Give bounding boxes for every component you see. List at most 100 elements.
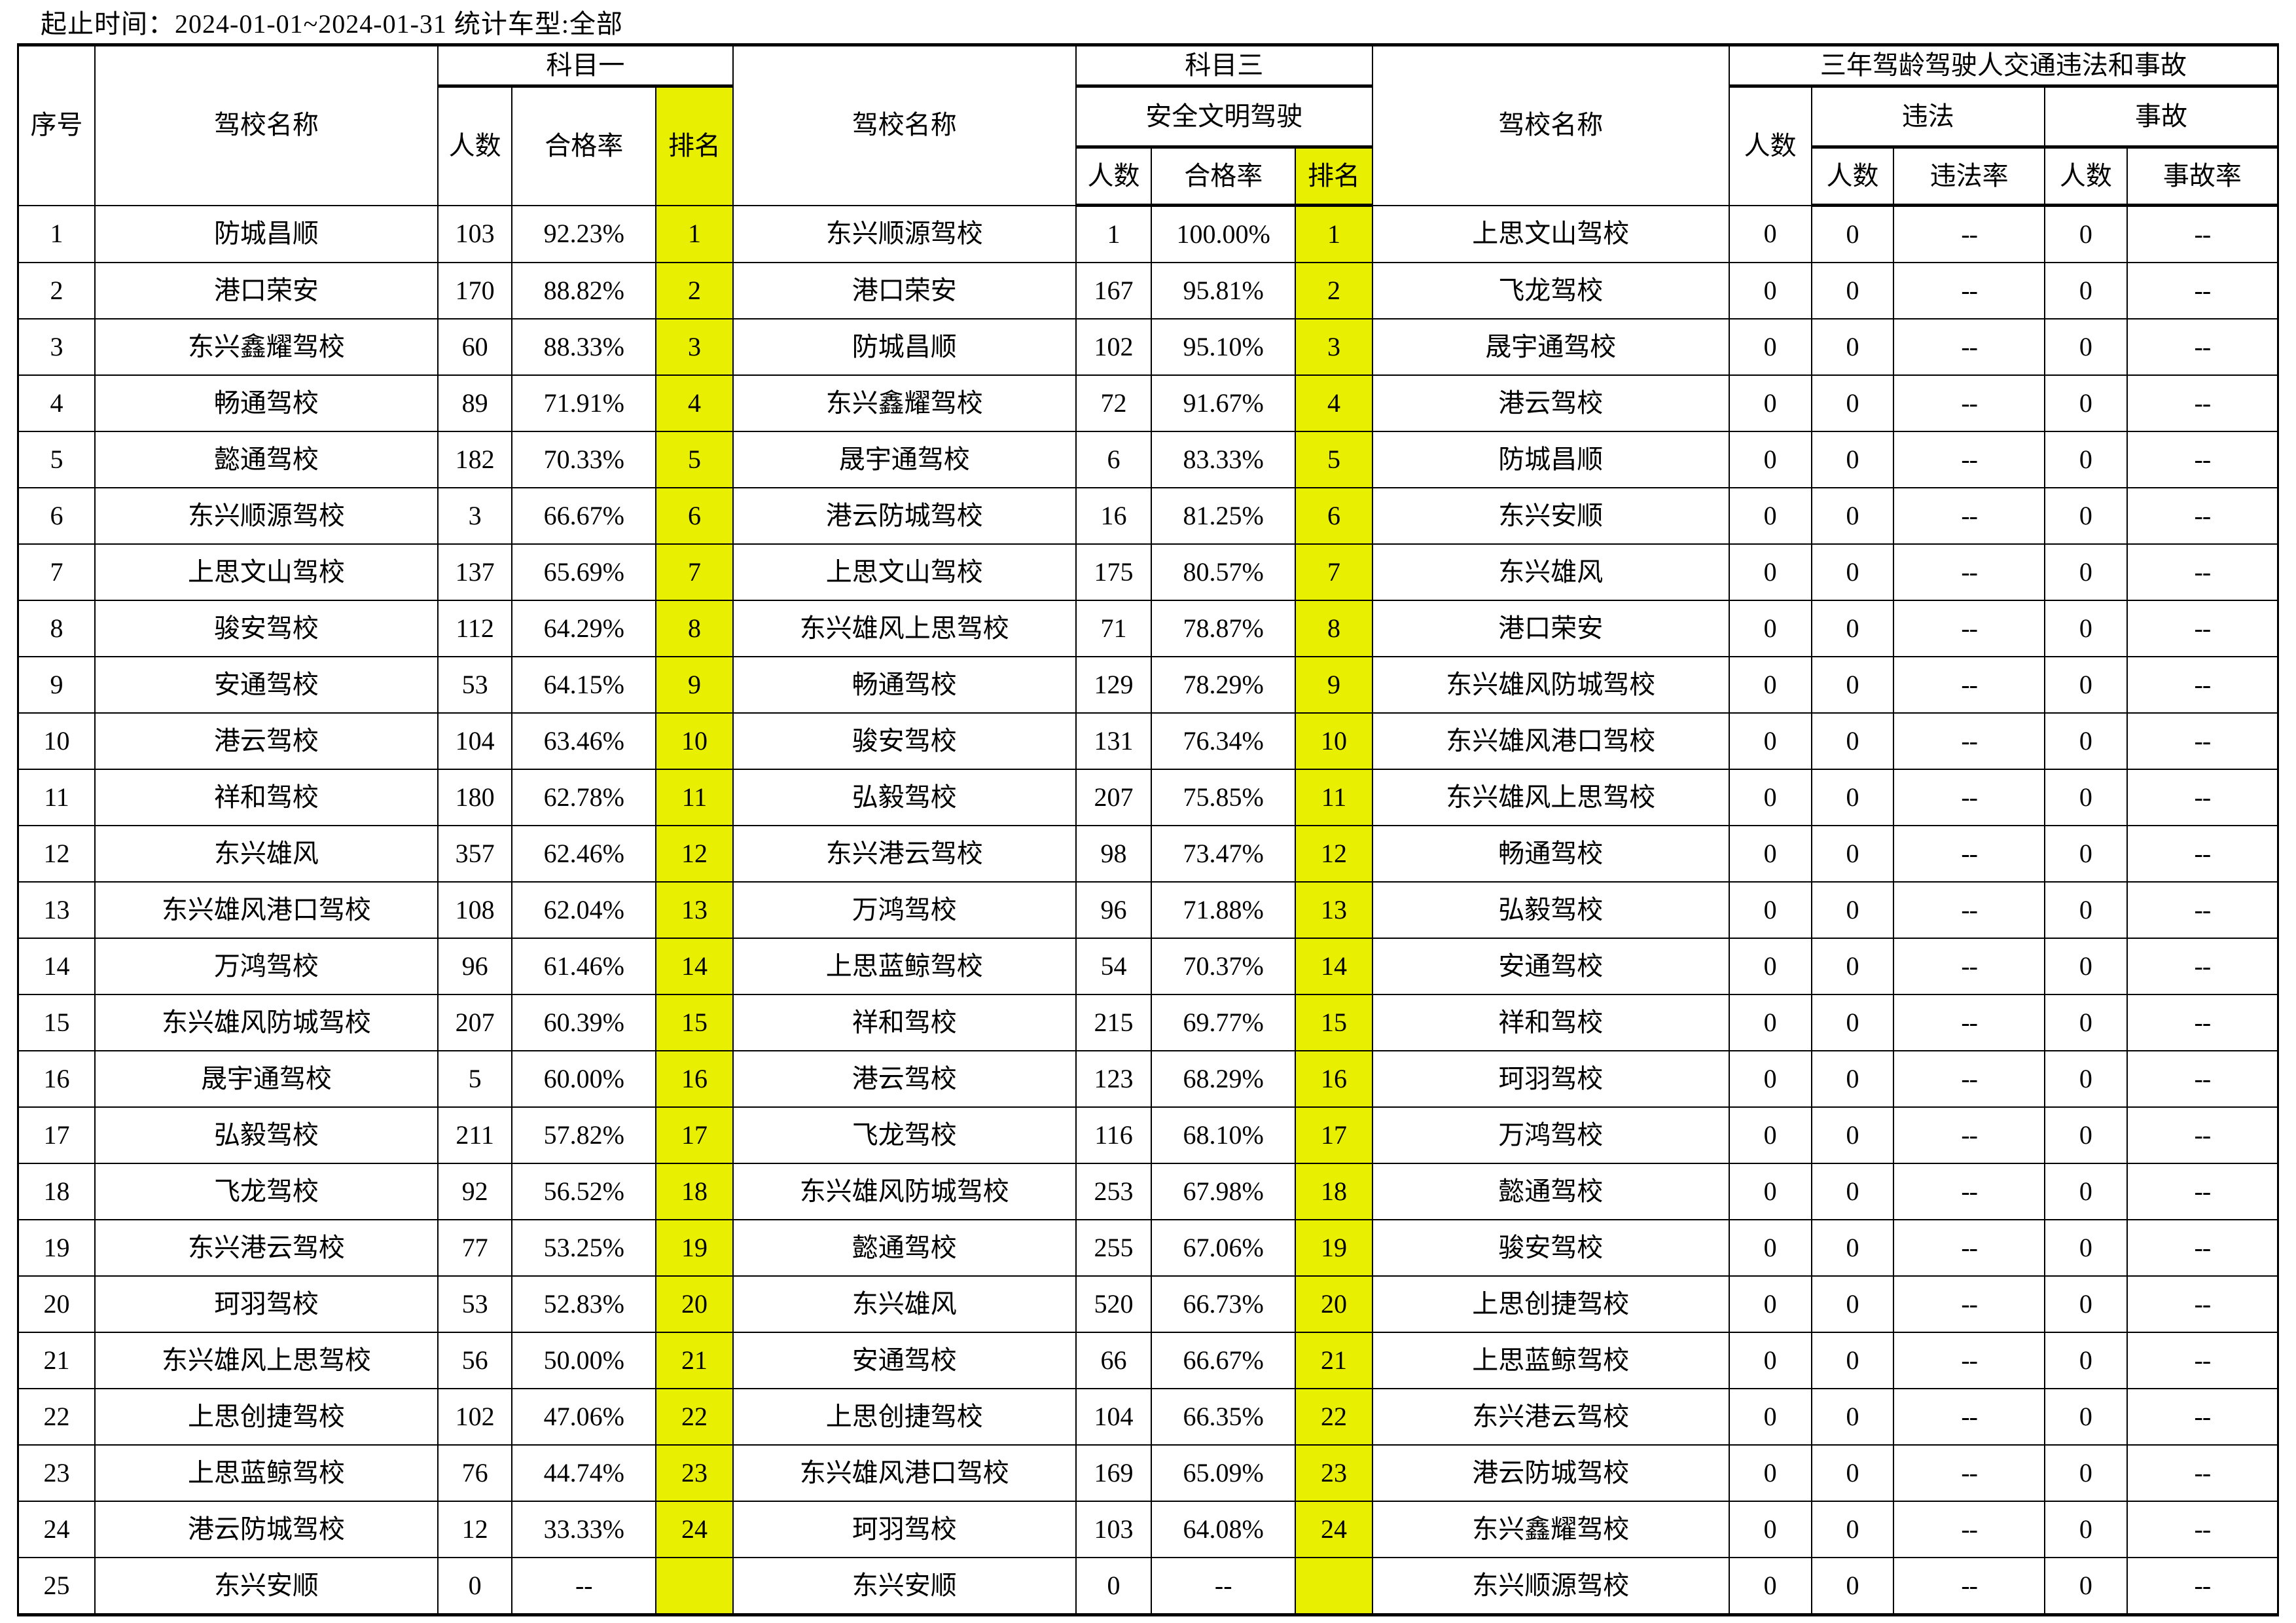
cell-threeyear-school: 东兴顺源驾校 [1371,1557,1730,1616]
cell-seq: 3 [17,318,96,376]
cell-accident-rate: -- [2126,656,2279,714]
cell-violation-count: 0 [1810,374,1895,432]
cell-subject3-rank: 13 [1295,881,1373,939]
cell-subject3-school: 上思创捷驾校 [732,1388,1077,1446]
table-row: 24 港云防城驾校 12 33.33% 24 珂羽驾校 103 64.08% 24 东兴鑫耀驾校 0… [17,1501,2279,1558]
cell-accident-count: 0 [2043,656,2128,714]
cell-subject1-rank: 23 [655,1444,734,1502]
cell-seq: 10 [17,712,96,770]
cell-subject1-pass-rate: 62.04% [511,881,657,939]
cell-subject1-school: 祥和驾校 [94,769,439,826]
cell-subject3-school: 东兴雄风上思驾校 [732,600,1077,657]
cell-subject1-rank: 20 [655,1275,734,1333]
cell-subject1-school: 东兴顺源驾校 [94,487,439,545]
table-row: 6 东兴顺源驾校 3 66.67% 6 港云防城驾校 16 81.25% 6 东兴安顺 0 0 -- 0-… [17,487,2279,545]
cell-subject1-count: 180 [437,769,513,826]
cell-subject1-rank: 11 [655,769,734,826]
cell-accident-rate: -- [2126,1106,2279,1164]
cell-subject1-pass-rate: 62.46% [511,825,657,883]
cell-seq: 25 [17,1557,96,1616]
cell-subject1-count: 96 [437,938,513,995]
cell-accident-count: 0 [2043,1332,2128,1389]
cell-threeyear-school: 上思文山驾校 [1371,204,1730,263]
cell-violation-rate: -- [1893,938,2045,995]
cell-threeyear-count: 0 [1728,1332,1812,1389]
cell-accident-count: 0 [2043,881,2128,939]
cell-seq: 21 [17,1332,96,1389]
header-subject1-group: 科目一 [437,44,734,88]
cell-subject1-school: 东兴雄风防城驾校 [94,994,439,1051]
cell-subject3-count: 16 [1075,487,1153,545]
cell-subject1-rank: 16 [655,1050,734,1108]
cell-subject3-pass-rate: 71.88% [1151,881,1297,939]
cell-accident-rate: -- [2126,262,2279,319]
cell-subject3-rank: 8 [1295,600,1373,657]
cell-violation-rate: -- [1893,204,2045,263]
cell-subject3-school: 防城昌顺 [732,318,1077,376]
header-subject1-pass-rate: 合格率 [511,85,657,206]
cell-threeyear-count: 0 [1728,881,1812,939]
cell-subject3-school: 上思文山驾校 [732,543,1077,601]
cell-subject1-school: 懿通驾校 [94,431,439,488]
cell-subject3-pass-rate: 76.34% [1151,712,1297,770]
cell-subject3-pass-rate: 65.09% [1151,1444,1297,1502]
cell-subject1-count: 108 [437,881,513,939]
table-row: 5 懿通驾校 182 70.33% 5 晟宇通驾校 6 83.33% 5 防城昌顺 0 0 -- 0 -- [17,431,2279,488]
table-row: 21 东兴雄风上思驾校 56 50.00% 21 安通驾校 66 66.67% 21 上思蓝鲸驾校… [17,1332,2279,1389]
cell-threeyear-school: 东兴雄风 [1371,543,1730,601]
cell-subject1-count: 211 [437,1106,513,1164]
cell-violation-rate: -- [1893,881,2045,939]
cell-seq: 7 [17,543,96,601]
cell-subject3-school: 港云驾校 [732,1050,1077,1108]
cell-subject1-pass-rate: 70.33% [511,431,657,488]
cell-subject3-school: 骏安驾校 [732,712,1077,770]
cell-violation-rate: -- [1893,487,2045,545]
cell-accident-rate: -- [2126,1050,2279,1108]
cell-subject3-pass-rate: 91.67% [1151,374,1297,432]
header-accident-group: 事故 [2043,85,2279,149]
cell-violation-count: 0 [1810,769,1895,826]
cell-subject3-pass-rate: 64.08% [1151,1501,1297,1558]
header-subject3-group: 科目三 [1075,44,1373,88]
cell-threeyear-school: 港云防城驾校 [1371,1444,1730,1502]
cell-subject1-rank: 8 [655,600,734,657]
cell-subject1-school: 安通驾校 [94,656,439,714]
table-row: 17 弘毅驾校 211 57.82% 17 飞龙驾校 116 68.10% 17 万鸿驾校 0 0 --… [17,1106,2279,1164]
cell-subject1-rank: 10 [655,712,734,770]
cell-subject1-count: 53 [437,1275,513,1333]
cell-violation-count: 0 [1810,262,1895,319]
header-subject3-count: 人数 [1075,146,1153,207]
cell-threeyear-count: 0 [1728,1163,1812,1220]
cell-threeyear-school: 防城昌顺 [1371,431,1730,488]
cell-subject3-pass-rate: 75.85% [1151,769,1297,826]
cell-accident-count: 0 [2043,487,2128,545]
cell-subject1-rank: 14 [655,938,734,995]
table-row: 14 万鸿驾校 96 61.46% 14 上思蓝鲸驾校 54 70.37% 14 安通驾校 0 0 --… [17,938,2279,995]
cell-subject1-count: 137 [437,543,513,601]
cell-subject3-count: 98 [1075,825,1153,883]
cell-threeyear-count: 0 [1728,1106,1812,1164]
cell-violation-count: 0 [1810,1501,1895,1558]
cell-subject1-pass-rate: 64.29% [511,600,657,657]
header-subject1-count: 人数 [437,85,513,206]
cell-subject3-rank: 20 [1295,1275,1373,1333]
cell-subject1-count: 12 [437,1501,513,1558]
cell-accident-rate: -- [2126,318,2279,376]
cell-subject3-school: 万鸿驾校 [732,881,1077,939]
cell-subject3-school: 港云防城驾校 [732,487,1077,545]
cell-threeyear-school: 珂羽驾校 [1371,1050,1730,1108]
cell-violation-rate: -- [1893,374,2045,432]
cell-threeyear-count: 0 [1728,938,1812,995]
cell-violation-rate: -- [1893,1557,2045,1616]
table-row: 18 飞龙驾校 92 56.52% 18 东兴雄风防城驾校 253 67.98% 18 懿通驾校 0… [17,1163,2279,1220]
cell-seq: 15 [17,994,96,1051]
cell-subject3-rank: 4 [1295,374,1373,432]
cell-subject3-rank: 22 [1295,1388,1373,1446]
cell-accident-count: 0 [2043,543,2128,601]
cell-subject3-rank: 24 [1295,1501,1373,1558]
cell-subject3-count: 6 [1075,431,1153,488]
cell-subject3-school: 东兴顺源驾校 [732,204,1077,263]
cell-subject1-count: 60 [437,318,513,376]
cell-violation-count: 0 [1810,543,1895,601]
cell-subject3-rank: 7 [1295,543,1373,601]
